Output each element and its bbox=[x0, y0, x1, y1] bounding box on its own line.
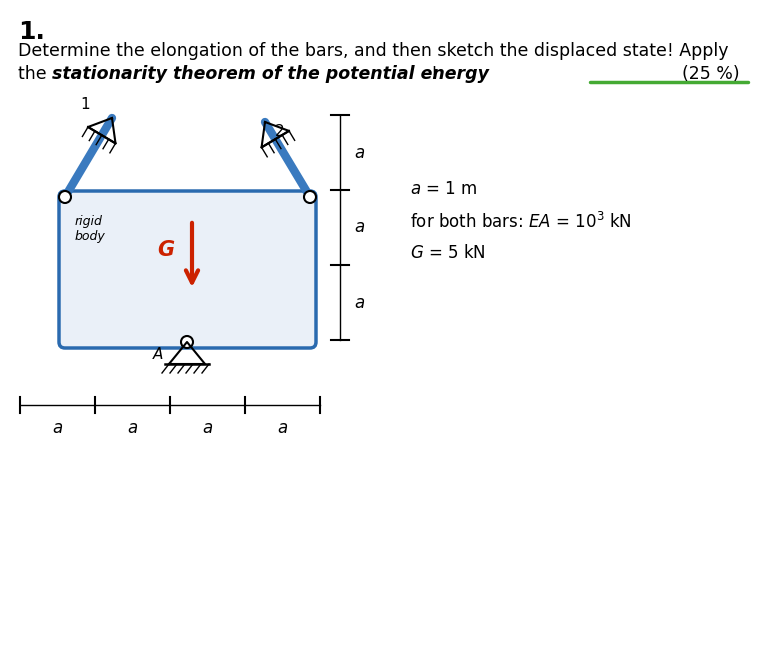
Text: G: G bbox=[157, 240, 174, 260]
Text: the: the bbox=[18, 65, 52, 83]
Text: A: A bbox=[153, 347, 163, 362]
Text: $a$ = 1 m: $a$ = 1 m bbox=[410, 180, 478, 198]
Text: stationarity theorem of the potential energy: stationarity theorem of the potential en… bbox=[52, 65, 489, 83]
Text: a: a bbox=[127, 419, 138, 437]
Text: a: a bbox=[354, 144, 364, 161]
Text: 2: 2 bbox=[275, 124, 285, 139]
Circle shape bbox=[181, 336, 193, 348]
Text: 1.: 1. bbox=[18, 20, 45, 44]
Text: (25 %): (25 %) bbox=[682, 65, 740, 83]
Circle shape bbox=[304, 191, 316, 203]
Text: a: a bbox=[202, 419, 213, 437]
Circle shape bbox=[59, 191, 71, 203]
Text: a: a bbox=[354, 294, 364, 311]
FancyBboxPatch shape bbox=[59, 191, 316, 348]
Text: for both bars: $EA$ = 10$^3$ kN: for both bars: $EA$ = 10$^3$ kN bbox=[410, 212, 631, 232]
Text: $G$ = 5 kN: $G$ = 5 kN bbox=[410, 244, 486, 262]
Text: rigid
body: rigid body bbox=[75, 215, 106, 243]
Text: a: a bbox=[277, 419, 288, 437]
Text: 1: 1 bbox=[80, 97, 90, 112]
Text: a: a bbox=[354, 218, 364, 237]
Text: Determine the elongation of the bars, and then sketch the displaced state! Apply: Determine the elongation of the bars, an… bbox=[18, 42, 728, 60]
Text: !: ! bbox=[430, 65, 437, 83]
Text: a: a bbox=[52, 419, 63, 437]
